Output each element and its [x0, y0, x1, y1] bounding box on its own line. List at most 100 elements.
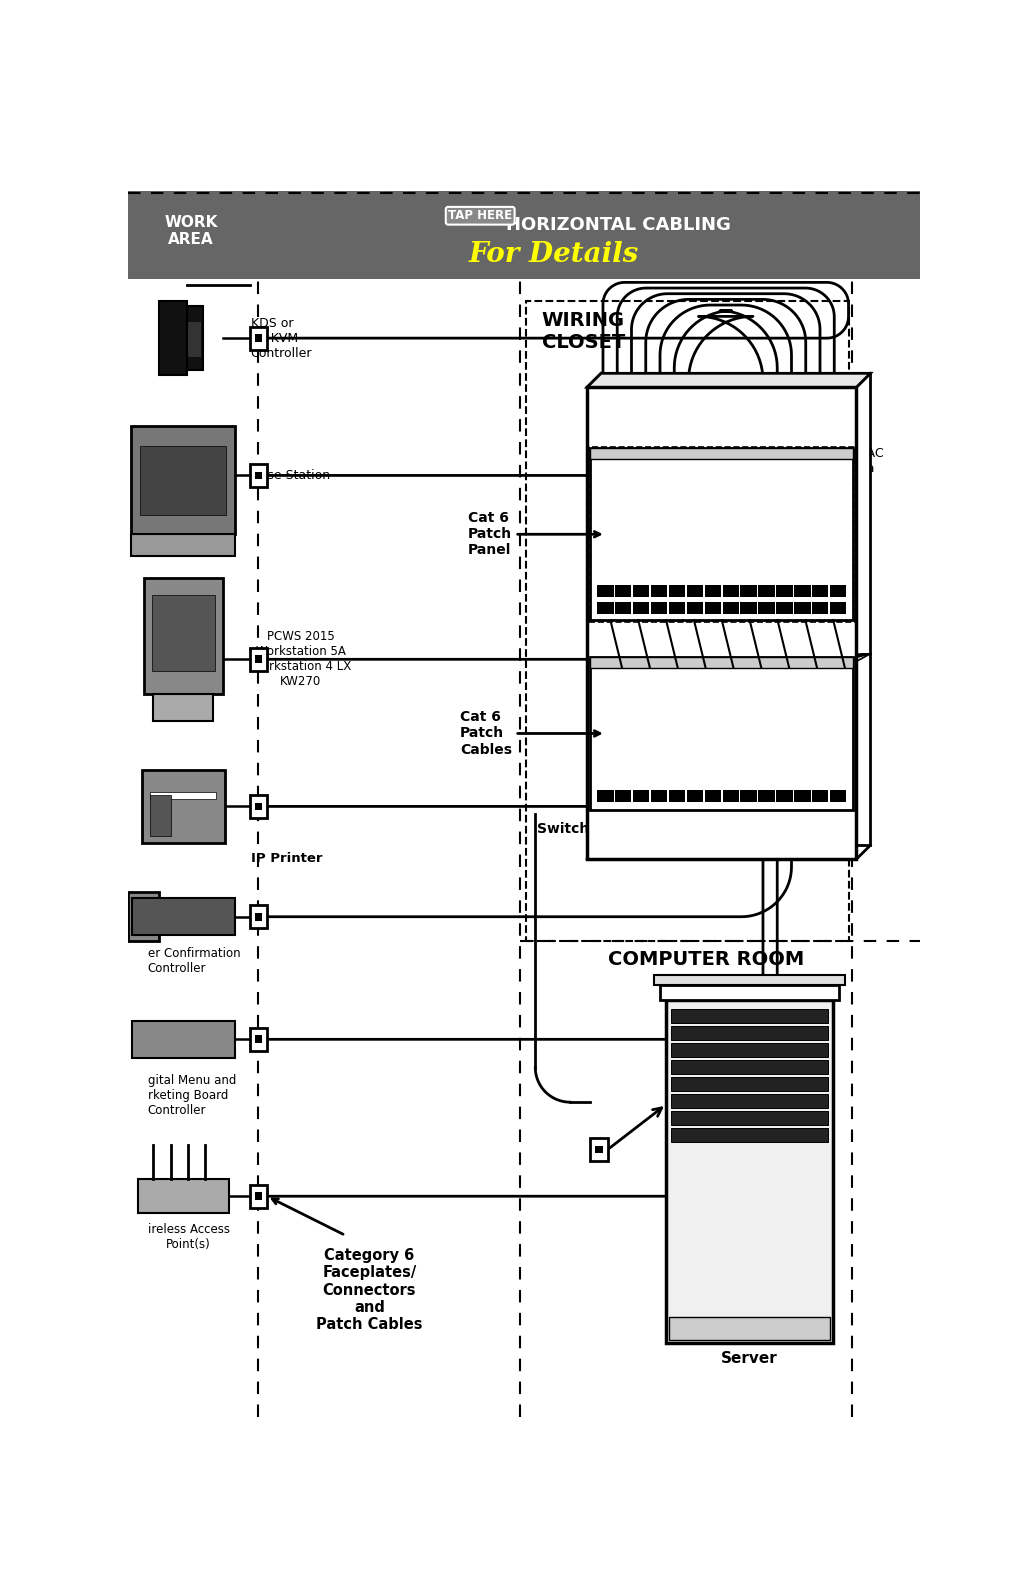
Bar [615, 790, 632, 802]
Bar [153, 694, 214, 721]
Bar [254, 912, 263, 920]
Bar [671, 1094, 828, 1108]
Text: er Confirmation
Controller: er Confirmation Controller [147, 947, 240, 976]
Bar [671, 1009, 828, 1024]
Bar [150, 796, 171, 836]
Bar [165, 322, 201, 357]
Bar [591, 449, 853, 458]
Bar [633, 790, 649, 802]
Bar [591, 449, 853, 619]
Bar [687, 602, 703, 615]
Bar [741, 790, 757, 802]
Text: Server: Server [722, 1352, 778, 1366]
Bar [254, 802, 263, 810]
Bar [741, 602, 757, 615]
Bar [597, 584, 613, 597]
Bar [128, 892, 159, 941]
Text: Switch: Switch [538, 821, 590, 836]
Bar [671, 1127, 828, 1141]
Text: Base Station: Base Station [250, 470, 330, 482]
Bar [812, 584, 829, 597]
Bar [830, 584, 846, 597]
Bar [597, 602, 613, 615]
Bar [591, 657, 853, 810]
Bar [687, 584, 703, 597]
Bar [704, 584, 721, 597]
Bar [687, 790, 703, 802]
Text: For Details: For Details [468, 240, 639, 267]
Text: Category 6
Faceplates/
Connectors
and
Patch Cables: Category 6 Faceplates/ Connectors and Pa… [316, 1248, 422, 1333]
Bar [131, 427, 235, 535]
Text: BAC
Ca: BAC Ca [858, 447, 884, 474]
Text: WIRING
CLOSET: WIRING CLOSET [542, 310, 624, 352]
Text: COMPUTER ROOM: COMPUTER ROOM [608, 950, 804, 970]
Bar [651, 602, 667, 615]
Bar [128, 191, 920, 279]
Bar [132, 898, 235, 935]
Bar [633, 602, 649, 615]
Text: ireless Access
Point(s): ireless Access Point(s) [147, 1223, 230, 1251]
Bar [671, 1060, 828, 1075]
Bar [812, 790, 829, 802]
Bar [591, 1138, 607, 1161]
Bar [669, 1317, 830, 1340]
Bar [794, 602, 810, 615]
Bar [589, 447, 854, 621]
Text: HORIZONTAL CABLING: HORIZONTAL CABLING [506, 215, 732, 234]
Text: gital Menu and
rketing Board
Controller: gital Menu and rketing Board Controller [147, 1073, 236, 1116]
Bar [250, 794, 267, 818]
Bar [830, 602, 846, 615]
Bar [660, 985, 839, 1000]
Bar [250, 1184, 267, 1208]
Bar [671, 1111, 828, 1126]
Bar [254, 471, 263, 479]
Bar [131, 535, 235, 556]
Bar [250, 463, 267, 487]
Bar [254, 1192, 263, 1200]
Bar [654, 976, 845, 985]
Bar [526, 301, 848, 941]
Bar [601, 373, 871, 845]
Polygon shape [587, 373, 871, 387]
Bar [162, 306, 203, 371]
Bar [633, 584, 649, 597]
Bar [132, 1020, 235, 1057]
Bar [254, 1035, 263, 1043]
Bar [668, 602, 685, 615]
Text: IP Printer: IP Printer [250, 852, 322, 866]
Bar [254, 656, 263, 664]
Bar [159, 301, 187, 374]
Bar [812, 602, 829, 615]
Bar [597, 790, 613, 802]
Bar [671, 1078, 828, 1091]
Bar [758, 602, 775, 615]
Text: TAP HERE: TAP HERE [449, 209, 512, 223]
Bar [830, 790, 846, 802]
Bar [668, 584, 685, 597]
Text: O
W
Cl: O W Cl [858, 579, 871, 622]
Bar [250, 906, 267, 928]
Bar [254, 334, 263, 342]
Bar [587, 387, 856, 860]
Text: PCWS 2015
Workstation 5A
Workstation 4 LX
KW270: PCWS 2015 Workstation 5A Workstation 4 L… [250, 630, 351, 688]
Bar [704, 790, 721, 802]
Bar [651, 584, 667, 597]
Bar [777, 584, 793, 597]
Text: Cat 6
Patch
Cables: Cat 6 Patch Cables [460, 710, 600, 756]
Bar [758, 790, 775, 802]
Bar [615, 602, 632, 615]
Bar [250, 1028, 267, 1051]
Bar [758, 584, 775, 597]
Bar [777, 602, 793, 615]
Bar [615, 584, 632, 597]
Bar [704, 602, 721, 615]
Bar [794, 584, 810, 597]
Bar [723, 602, 739, 615]
Bar [250, 326, 267, 350]
Bar [591, 657, 853, 667]
Bar [794, 790, 810, 802]
Bar [671, 1027, 828, 1040]
Text: Cat 6
Patch
Panel: Cat 6 Patch Panel [468, 511, 600, 557]
Bar [741, 584, 757, 597]
Bar [668, 790, 685, 802]
